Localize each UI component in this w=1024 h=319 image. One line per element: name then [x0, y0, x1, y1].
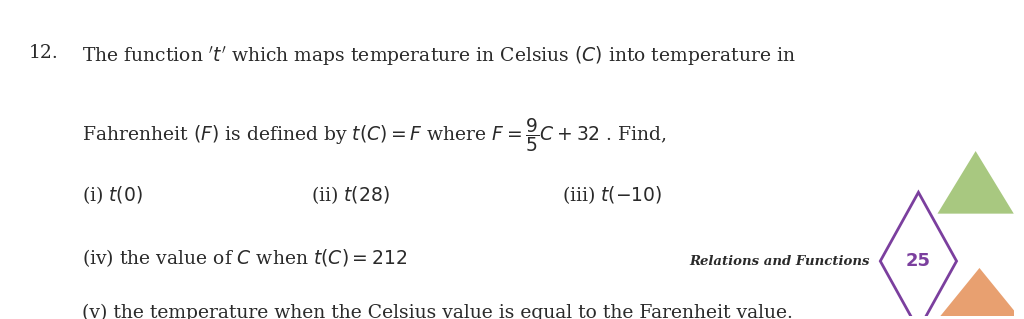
Text: The function $'t'$ which maps temperature in Celsius $(C)$ into temperature in: The function $'t'$ which maps temperatur…: [83, 44, 797, 68]
Text: 12.: 12.: [29, 44, 58, 62]
Text: (iv) the value of $C$ when $t(C) = 212$: (iv) the value of $C$ when $t(C) = 212$: [83, 247, 408, 269]
Polygon shape: [938, 151, 1014, 214]
Polygon shape: [938, 268, 1021, 319]
Text: (iii) $t(-10)$: (iii) $t(-10)$: [562, 184, 663, 206]
Text: (v) the temperature when the Celsius value is equal to the Farenheit value.: (v) the temperature when the Celsius val…: [83, 303, 794, 319]
Text: Fahrenheit $(F)$ is defined by $t(C) = F$ where $F = \dfrac{9}{5}C + 32$ . Find,: Fahrenheit $(F)$ is defined by $t(C) = F…: [83, 116, 668, 153]
Text: (i) $t(0)$: (i) $t(0)$: [83, 184, 143, 206]
Text: (ii) $t(28)$: (ii) $t(28)$: [311, 184, 390, 206]
Text: 25: 25: [906, 252, 931, 270]
Polygon shape: [881, 192, 956, 319]
Text: Relations and Functions: Relations and Functions: [690, 255, 870, 268]
